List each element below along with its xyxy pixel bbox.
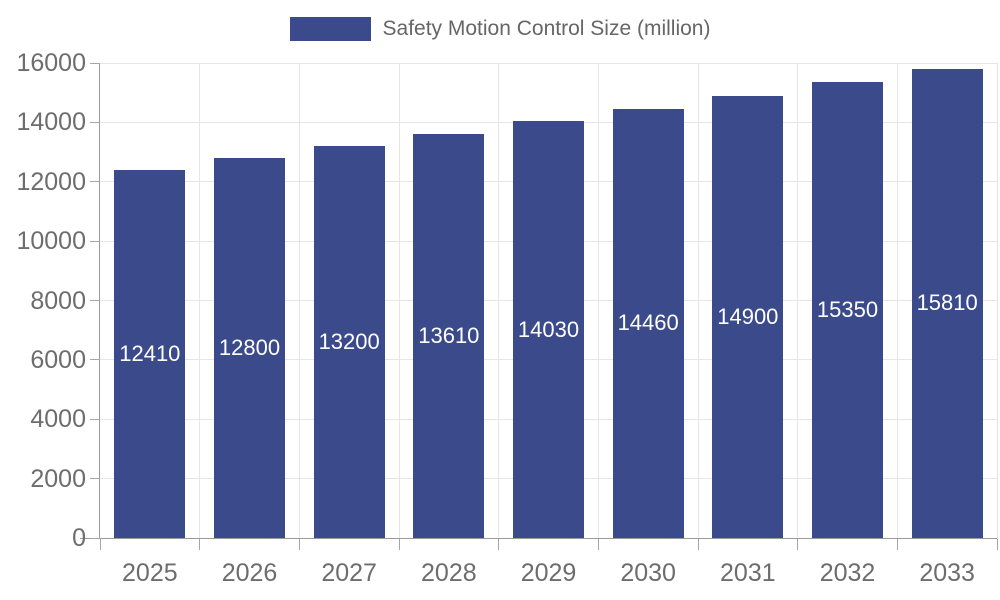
bar-value-label: 13200 <box>318 329 380 355</box>
x-gridline <box>797 63 799 538</box>
bar-value-label: 14030 <box>517 316 580 342</box>
x-gridline <box>199 63 201 538</box>
bar-value-label: 15810 <box>916 290 978 316</box>
bar-value-label: 13610 <box>418 322 480 348</box>
y-tick-label: 16000 <box>16 49 86 77</box>
legend-label: Safety Motion Control Size (million) <box>382 17 711 40</box>
x-tick-label: 2028 <box>421 559 477 587</box>
y-tick <box>90 537 100 539</box>
y-tick <box>90 181 100 183</box>
x-gridline <box>498 63 500 538</box>
x-gridline <box>896 63 898 538</box>
y-tick-label: 2000 <box>30 464 86 493</box>
x-tick <box>498 539 500 550</box>
bar[interactable] <box>313 146 385 538</box>
x-tick-label: 2027 <box>321 559 377 587</box>
x-gridline <box>597 63 599 538</box>
bar[interactable] <box>413 133 485 538</box>
bar-value-label: 12800 <box>218 335 281 360</box>
x-tick <box>896 539 898 550</box>
x-gridline <box>298 63 300 538</box>
x-tick <box>697 539 699 550</box>
y-tick-label: 4000 <box>30 405 86 434</box>
bar-value-label: 12410 <box>119 340 181 366</box>
legend-swatch <box>289 17 371 41</box>
y-tick <box>90 240 100 242</box>
x-tick <box>298 539 300 550</box>
x-tick-label: 2026 <box>221 559 278 587</box>
bar[interactable] <box>612 108 684 538</box>
y-gridline <box>100 62 997 64</box>
y-tick-label: 0 <box>72 524 86 552</box>
x-tick-label: 2029 <box>520 559 577 587</box>
x-gridline <box>697 63 699 538</box>
x-gridline <box>398 63 400 538</box>
x-tick <box>398 539 400 550</box>
chart-legend[interactable]: Safety Motion Control Size (million) <box>0 17 1000 41</box>
bar[interactable] <box>812 82 883 538</box>
y-tick-label: 10000 <box>16 227 86 256</box>
x-tick-label: 2032 <box>819 559 876 587</box>
bar-value-label: 15350 <box>816 297 879 323</box>
y-tick-label: 14000 <box>16 108 86 137</box>
bar[interactable] <box>114 169 186 538</box>
bar[interactable] <box>911 68 983 538</box>
x-tick <box>199 539 201 550</box>
y-tick <box>90 62 100 64</box>
x-tick-label: 2025 <box>122 559 178 587</box>
y-tick-label: 6000 <box>30 345 86 374</box>
y-tick-label: 12000 <box>16 167 86 196</box>
bar-value-label: 14900 <box>717 303 779 329</box>
y-tick <box>90 300 100 301</box>
y-tick-label: 8000 <box>30 286 86 315</box>
x-tick-label: 2031 <box>720 559 776 587</box>
plot-area: 0 2000 4000 6000 8000 10000 12000 14000 16000 124… <box>16 49 998 587</box>
x-gridline <box>996 63 998 538</box>
x-tick-label: 2033 <box>919 559 975 587</box>
x-tick <box>99 539 101 550</box>
bar-value-label: 14460 <box>617 310 679 336</box>
bar[interactable] <box>214 158 285 538</box>
y-tick <box>90 478 100 480</box>
x-tick <box>597 539 599 550</box>
bar[interactable] <box>712 95 784 538</box>
bar[interactable] <box>513 121 584 538</box>
x-tick <box>996 539 998 550</box>
y-tick <box>90 359 100 361</box>
y-tick <box>90 121 100 123</box>
x-axis-line <box>80 538 997 539</box>
y-tick <box>90 418 100 420</box>
x-tick-label: 2030 <box>620 559 676 587</box>
x-tick <box>797 539 799 550</box>
